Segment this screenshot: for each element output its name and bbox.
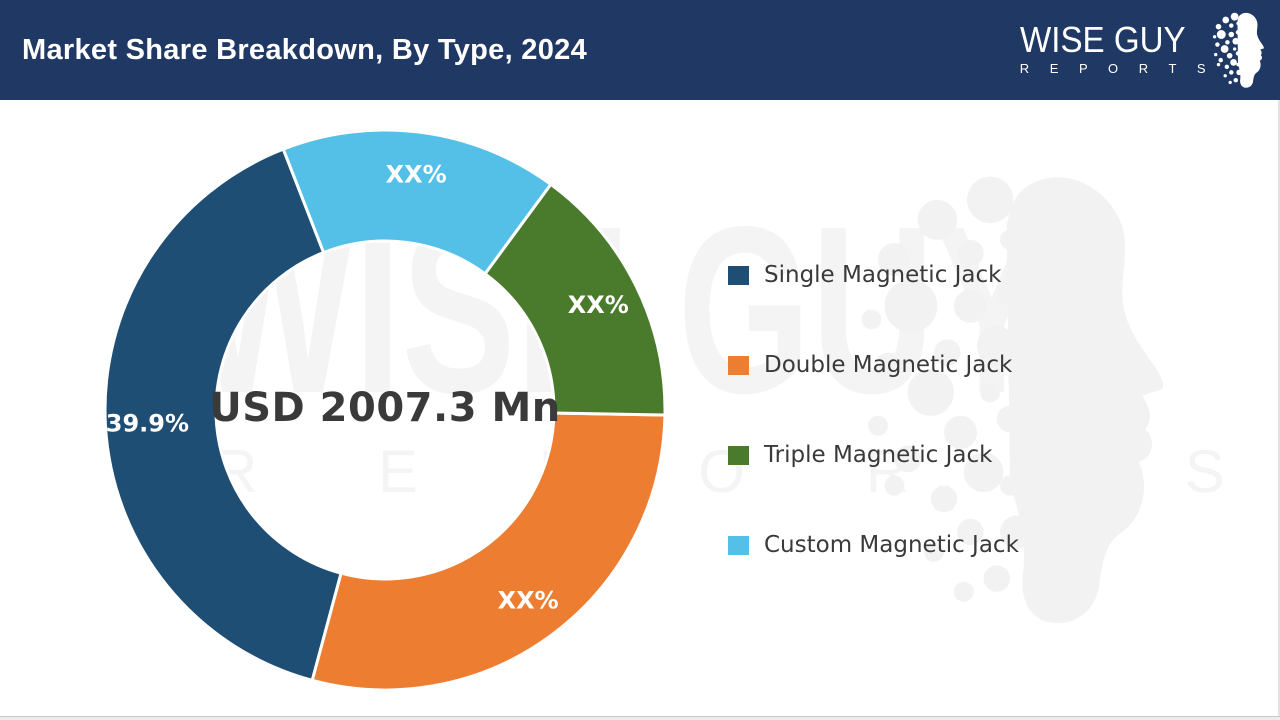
- segment-value-label-triple-magnetic-jack: XX%: [568, 291, 629, 319]
- legend-swatch-icon: [728, 265, 749, 285]
- legend-swatch-icon: [728, 445, 749, 465]
- brand-logo-text: WISE GUY R E P O R T S: [1019, 19, 1214, 77]
- legend-item-double-magnetic-jack: Double Magnetic Jack: [728, 350, 1012, 380]
- legend-item-label: Double Magnetic Jack: [764, 352, 1013, 378]
- donut-segment-single-magnetic-jack: [103, 147, 343, 683]
- donut-segment-triple-magnetic-jack: [482, 182, 667, 417]
- brand-logo: WISE GUY R E P O R T S: [1020, 10, 1266, 88]
- legend-swatch-icon: [728, 535, 749, 555]
- legend-item-label: Triple Magnetic Jack: [764, 442, 993, 468]
- segment-value-label-single-magnetic-jack: 39.9%: [106, 409, 189, 437]
- donut-segment-custom-magnetic-jack: [281, 128, 553, 276]
- page-title: Market Share Breakdown, By Type, 2024: [22, 33, 588, 66]
- legend-item-custom-magnetic-jack: Custom Magnetic Jack: [728, 530, 1019, 560]
- footer-strip: [0, 716, 1280, 720]
- legend-item-triple-magnetic-jack: Triple Magnetic Jack: [728, 440, 992, 470]
- legend-swatch-icon: [728, 355, 749, 375]
- chart-area: WISE GUY R E P O R T S 39.9% XX% XX% XX% US…: [0, 100, 1280, 720]
- segment-value-label-custom-magnetic-jack: XX%: [386, 160, 447, 188]
- donut-chart: 39.9% XX% XX% XX%: [103, 128, 667, 692]
- logo-subtext: R E P O R T S: [1019, 61, 1214, 76]
- header: Market Share Breakdown, By Type, 2024 WI…: [0, 0, 1280, 100]
- legend-item-label: Custom Magnetic Jack: [764, 532, 1019, 558]
- right-edge-divider: [1278, 100, 1280, 720]
- legend-item-single-magnetic-jack: Single Magnetic Jack: [728, 260, 1002, 290]
- segment-value-label-double-magnetic-jack: XX%: [498, 587, 559, 615]
- legend-item-label: Single Magnetic Jack: [764, 262, 1002, 288]
- donut-segment-double-magnetic-jack: [310, 411, 667, 692]
- logo-wordmark: WISE GUY: [1019, 19, 1186, 60]
- donut-center-label: USD 2007.3 Mn: [209, 385, 561, 431]
- logo-face-icon: [1212, 12, 1264, 88]
